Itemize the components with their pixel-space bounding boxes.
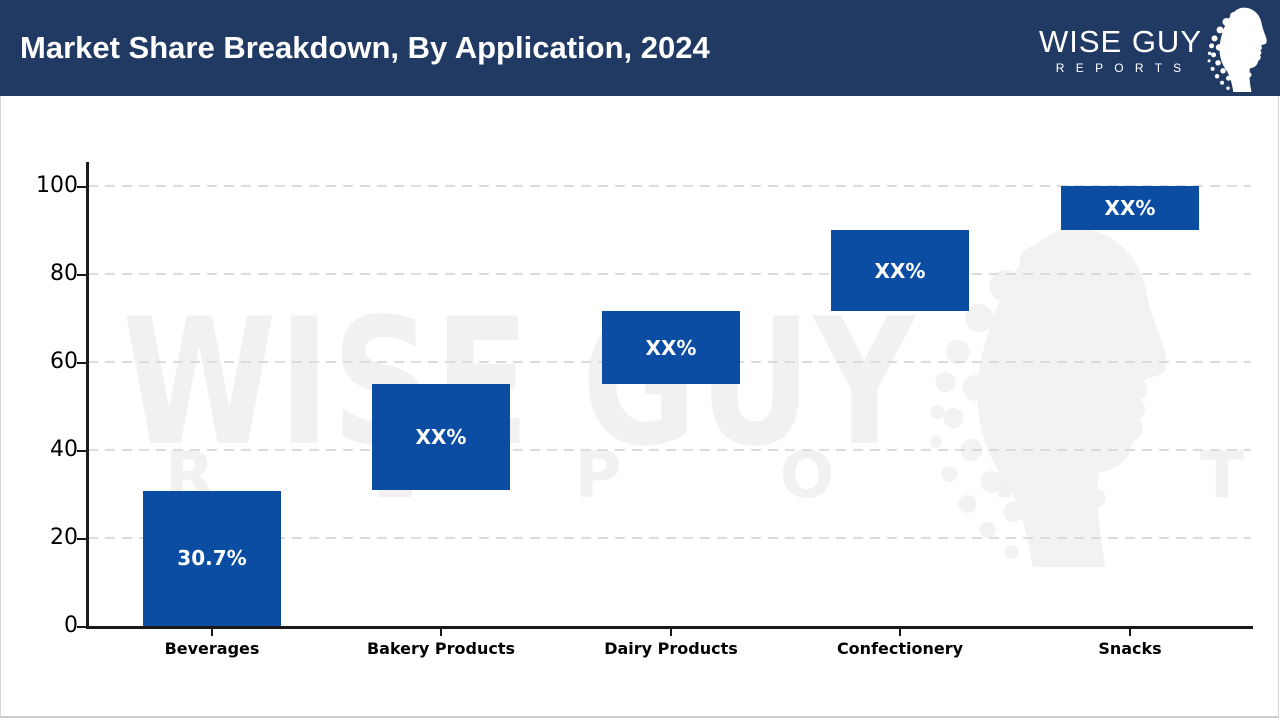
logo-wordmark: WISE GUY <box>1038 23 1202 59</box>
x-category-label-beverages: Beverages <box>164 639 260 658</box>
header-bar: Market Share Breakdown, By Application, … <box>0 0 1280 96</box>
gridline-100 <box>88 185 1251 187</box>
bar-bakery-products: XX% <box>372 384 510 490</box>
y-tick-label-20: 20 <box>50 525 78 550</box>
gridline-80 <box>88 273 1251 275</box>
x-tick-mark-bakery-products <box>440 628 442 636</box>
bar-value-label-confectionery: XX% <box>874 258 926 283</box>
bar-value-label-snacks: XX% <box>1104 196 1156 220</box>
x-axis-line <box>86 626 1253 629</box>
y-tick-mark-20 <box>77 538 86 540</box>
chart-border-frame <box>0 96 1279 718</box>
x-category-label-snacks: Snacks <box>1098 639 1162 658</box>
x-tick-mark-dairy-products <box>670 628 672 636</box>
y-tick-mark-80 <box>77 274 86 276</box>
gridline-40 <box>88 449 1251 451</box>
logo-text: WISE GUY R E P O R T S <box>1039 24 1202 75</box>
bar-snacks: XX% <box>1061 186 1199 230</box>
y-tick-label-60: 60 <box>50 349 78 374</box>
y-tick-label-0: 0 <box>64 613 78 638</box>
y-tick-label-100: 100 <box>36 173 78 198</box>
bar-confectionery: XX% <box>831 230 969 312</box>
gridline-20 <box>88 537 1251 539</box>
bar-value-label-bakery-products: XX% <box>415 424 467 449</box>
bar-beverages: 30.7% <box>143 490 281 626</box>
x-tick-mark-confectionery <box>899 628 901 636</box>
y-tick-mark-40 <box>77 450 86 452</box>
y-tick-mark-100 <box>77 186 86 188</box>
bar-value-label-beverages: 30.7% <box>177 546 247 571</box>
y-axis-line <box>86 162 89 628</box>
wiseguy-logo: WISE GUY R E P O R T S <box>1039 5 1268 93</box>
x-tick-mark-snacks <box>1129 628 1131 636</box>
page-title: Market Share Breakdown, By Application, … <box>20 30 710 65</box>
bar-dairy-products: XX% <box>602 311 740 384</box>
y-tick-label-40: 40 <box>50 437 78 462</box>
watermark-wordmark: WISE GUY <box>122 282 917 485</box>
y-tick-mark-60 <box>77 362 86 364</box>
x-category-label-confectionery: Confectionery <box>836 639 964 658</box>
y-tick-label-80: 80 <box>50 261 78 286</box>
x-category-label-bakery-products: Bakery Products <box>366 639 516 658</box>
y-tick-mark-0 <box>77 626 86 628</box>
x-tick-mark-beverages <box>211 628 213 636</box>
x-category-label-dairy-products: Dairy Products <box>604 639 738 658</box>
bar-value-label-dairy-products: XX% <box>645 335 697 360</box>
logo-subtitle: R E P O R T S <box>1055 60 1186 75</box>
